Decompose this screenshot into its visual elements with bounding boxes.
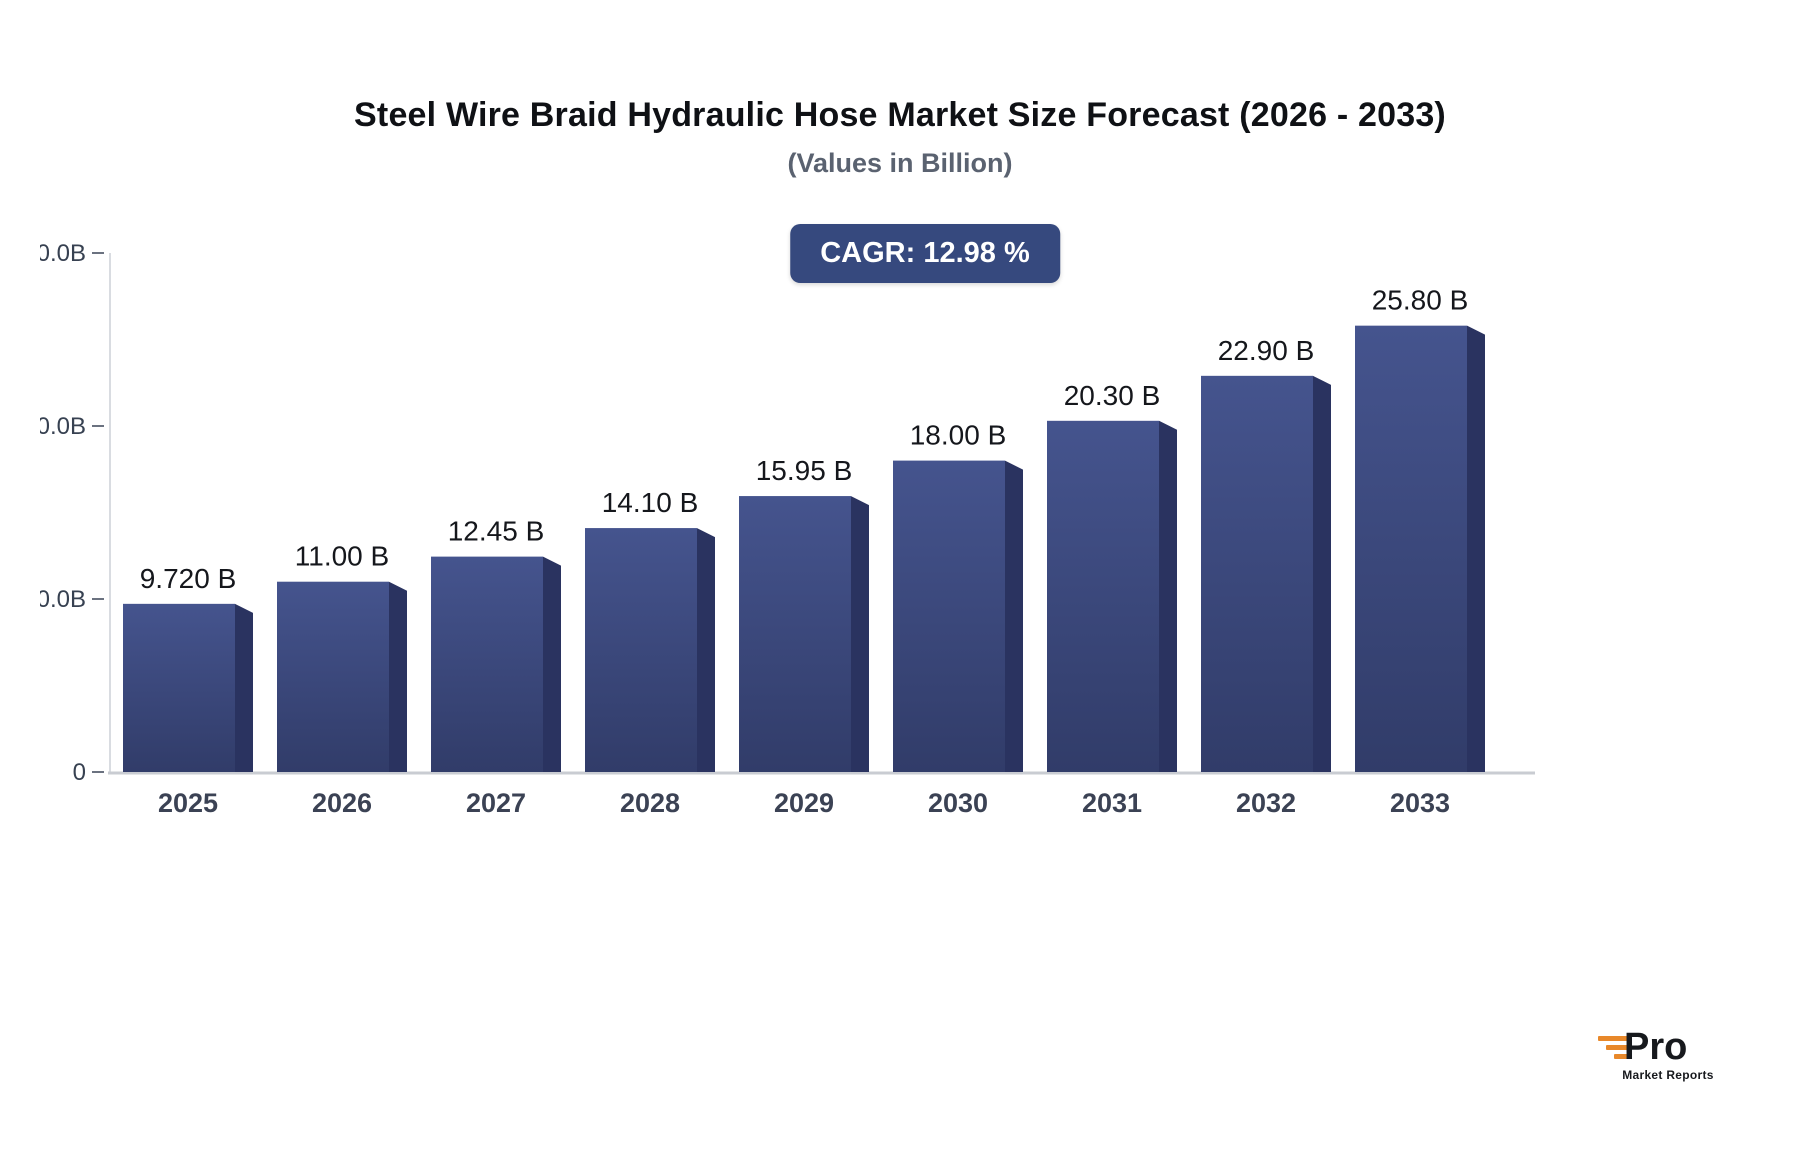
bar-side-face: [389, 581, 407, 772]
bar-value-label: 25.80 B: [1372, 285, 1469, 316]
bar-side-face: [1467, 325, 1485, 772]
x-tick-label: 2031: [1082, 788, 1142, 818]
bar-value-label: 11.00 B: [295, 541, 389, 572]
bar: [1047, 420, 1159, 772]
x-tick-label: 2030: [928, 788, 988, 818]
bar-value-label: 18.00 B: [910, 420, 1007, 451]
pro-market-reports-logo: Pro Market Reports: [1598, 1028, 1738, 1082]
x-tick-label: 2029: [774, 788, 834, 818]
bar-side-face: [543, 556, 561, 772]
bar: [585, 528, 697, 772]
y-tick-label: 0: [73, 759, 86, 786]
bar: [431, 556, 543, 772]
chart-subtitle: (Values in Billion): [787, 148, 1013, 178]
bar: [1201, 375, 1313, 772]
bar: [893, 460, 1005, 772]
bar: [277, 581, 389, 772]
bar-value-label: 12.45 B: [448, 516, 545, 547]
bar-side-face: [851, 496, 869, 772]
bar-side-face: [697, 528, 715, 772]
logo-row: Pro: [1598, 1028, 1738, 1066]
bar-value-label: 15.95 B: [756, 455, 853, 486]
bar: [123, 603, 235, 772]
y-tick-label: 30.0B: [40, 240, 86, 267]
logo-lines-icon: [1598, 1035, 1628, 1059]
x-tick-label: 2027: [466, 788, 526, 818]
bar-value-label: 9.720 B: [140, 563, 237, 594]
bar-value-label: 22.90 B: [1218, 335, 1315, 366]
bar-value-label: 14.10 B: [602, 487, 699, 518]
cagr-badge: CAGR: 12.98 %: [790, 224, 1060, 283]
bar-side-face: [1313, 375, 1331, 772]
bar: [739, 496, 851, 772]
chart-title: Steel Wire Braid Hydraulic Hose Market S…: [354, 96, 1446, 134]
bar-value-label: 20.30 B: [1064, 380, 1161, 411]
bar-side-face: [1005, 460, 1023, 772]
logo-name: Pro: [1624, 1026, 1688, 1068]
bar-chart-canvas: 0 10.0B 20.0B 30.0B 9.720 B 2025 11.00 B 2026 12…: [40, 240, 1535, 818]
x-tick-label: 2026: [312, 788, 372, 818]
x-tick-label: 2025: [158, 788, 218, 818]
bar-chart: 0 10.0B 20.0B 30.0B 9.720 B 2025 11.00 B 2026 12…: [40, 230, 1560, 870]
bar-side-face: [235, 603, 253, 772]
y-tick-label: 20.0B: [40, 413, 86, 440]
bar-side-face: [1159, 420, 1177, 772]
x-tick-label: 2028: [620, 788, 680, 818]
x-tick-label: 2033: [1390, 788, 1450, 818]
y-tick-label: 10.0B: [40, 586, 86, 613]
x-tick-label: 2032: [1236, 788, 1296, 818]
logo-subtext: Market Reports: [1622, 1068, 1714, 1082]
bar: [1355, 325, 1467, 772]
